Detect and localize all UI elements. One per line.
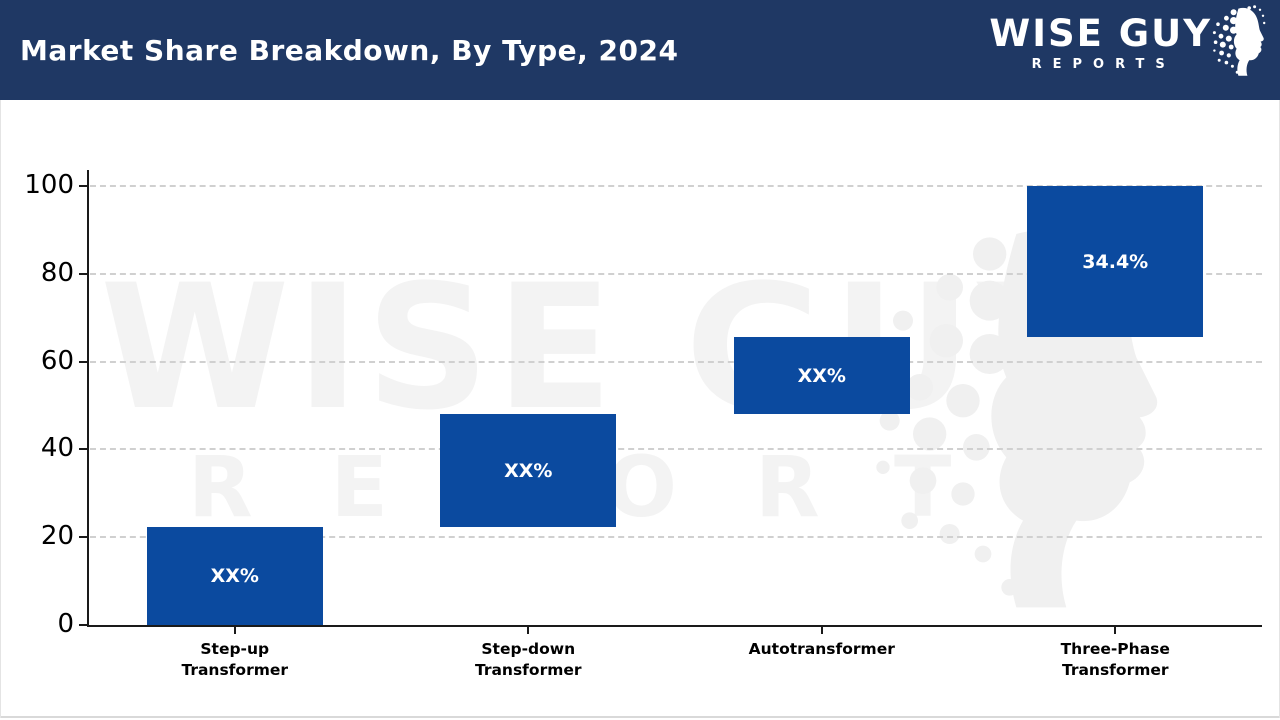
- y-tick-label: 40: [40, 433, 74, 464]
- y-tick-mark: [79, 185, 88, 187]
- logo-line1: WISE GUY: [989, 12, 1212, 55]
- x-axis-line: [87, 625, 1262, 627]
- logo-line2: REPORTS: [1031, 57, 1176, 72]
- x-category-label: Step-up Transformer: [88, 639, 382, 681]
- x-category-label: Step-down Transformer: [382, 639, 676, 681]
- y-tick-mark: [79, 360, 88, 363]
- x-category-label-line: Transformer: [474, 661, 582, 679]
- gridline: [90, 185, 1262, 187]
- y-tick-label: 80: [40, 257, 74, 288]
- y-tick-mark: [79, 624, 88, 626]
- x-category-label: Three-Phase Transformer: [969, 639, 1263, 681]
- y-tick-label: 60: [40, 345, 74, 376]
- logo-wordmark: WISE GUY REPORTS: [989, 14, 1212, 74]
- x-category-label-line: Transformer: [1061, 661, 1169, 679]
- logo: WISE GUY REPORTS: [989, 8, 1266, 80]
- x-category-label-line: Autotransformer: [748, 640, 895, 658]
- bar-segment: XX%: [146, 527, 323, 625]
- x-category-label: Autotransformer: [675, 639, 969, 660]
- bar-value-label: 34.4%: [1082, 250, 1149, 273]
- bar-segment: 34.4%: [1027, 186, 1204, 338]
- y-tick-label: 20: [40, 521, 74, 552]
- x-tick-mark: [820, 625, 823, 634]
- gridline: [90, 360, 1262, 363]
- bar-value-label: XX%: [504, 459, 553, 482]
- y-tick-mark: [79, 536, 88, 539]
- y-tick-mark: [79, 272, 88, 275]
- y-tick-label: 0: [57, 609, 74, 639]
- bottom-edge-line: [0, 716, 1280, 718]
- watermark-reports-text: REPORTS: [188, 438, 1168, 536]
- left-edge-line: [0, 100, 1, 718]
- gridline: [90, 272, 1262, 275]
- y-tick-label: 100: [24, 170, 74, 200]
- logo-dot-head-icon: [1206, 2, 1266, 80]
- bar-value-label: XX%: [797, 364, 846, 387]
- bar-segment: XX%: [440, 414, 617, 528]
- x-tick-mark: [1114, 625, 1117, 634]
- page-title: Market Share Breakdown, By Type, 2024: [20, 33, 679, 67]
- x-category-label-line: Transformer: [181, 661, 289, 679]
- x-tick-mark: [233, 625, 236, 634]
- y-axis-line: [87, 170, 89, 627]
- gridline: [90, 536, 1262, 539]
- x-category-label-line: Step-down: [481, 640, 576, 658]
- x-category-label-line: Three-Phase: [1060, 640, 1170, 658]
- y-tick-mark: [79, 448, 88, 451]
- bar-value-label: XX%: [210, 565, 259, 588]
- x-category-label-line: Step-up: [200, 640, 270, 658]
- x-tick-mark: [527, 625, 530, 634]
- bar-segment: XX%: [733, 337, 910, 415]
- header-bar: Market Share Breakdown, By Type, 2024 WI…: [0, 0, 1280, 100]
- gridline: [90, 448, 1262, 451]
